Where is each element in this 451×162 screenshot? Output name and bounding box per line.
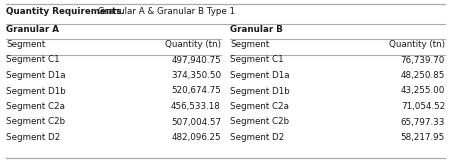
Text: Segment D1b: Segment D1b (230, 87, 290, 96)
Text: 520,674.75: 520,674.75 (171, 87, 221, 96)
Text: 374,350.50: 374,350.50 (171, 71, 221, 80)
Text: Segment D1b: Segment D1b (6, 87, 66, 96)
Text: Segment D2: Segment D2 (230, 133, 284, 142)
Text: Segment C1: Segment C1 (230, 56, 284, 64)
Text: Granular B: Granular B (230, 24, 283, 34)
Text: Segment C2a: Segment C2a (6, 102, 65, 111)
Text: Segment C2b: Segment C2b (6, 117, 65, 127)
Text: Segment C2b: Segment C2b (230, 117, 289, 127)
Text: Segment D1a: Segment D1a (6, 71, 66, 80)
Text: 71,054.52: 71,054.52 (401, 102, 445, 111)
Text: 43,255.00: 43,255.00 (400, 87, 445, 96)
Text: 456,533.18: 456,533.18 (171, 102, 221, 111)
Text: 482,096.25: 482,096.25 (171, 133, 221, 142)
Text: Segment D1a: Segment D1a (230, 71, 290, 80)
Text: Segment D2: Segment D2 (6, 133, 60, 142)
Text: 76,739.70: 76,739.70 (400, 56, 445, 64)
Text: Segment: Segment (6, 40, 45, 49)
Text: Quantity Requirements.: Quantity Requirements. (6, 7, 125, 16)
Text: Quantity (tn): Quantity (tn) (165, 40, 221, 49)
Text: Segment C2a: Segment C2a (230, 102, 289, 111)
Text: 65,797.33: 65,797.33 (400, 117, 445, 127)
Text: Granular A: Granular A (6, 24, 59, 34)
Text: 497,940.75: 497,940.75 (171, 56, 221, 64)
Text: Segment C1: Segment C1 (6, 56, 60, 64)
Text: Granular A & Granular B Type 1: Granular A & Granular B Type 1 (95, 7, 235, 16)
Text: 48,250.85: 48,250.85 (400, 71, 445, 80)
Text: Quantity (tn): Quantity (tn) (389, 40, 445, 49)
Text: 507,004.57: 507,004.57 (171, 117, 221, 127)
Text: 58,217.95: 58,217.95 (401, 133, 445, 142)
Text: Segment: Segment (230, 40, 269, 49)
